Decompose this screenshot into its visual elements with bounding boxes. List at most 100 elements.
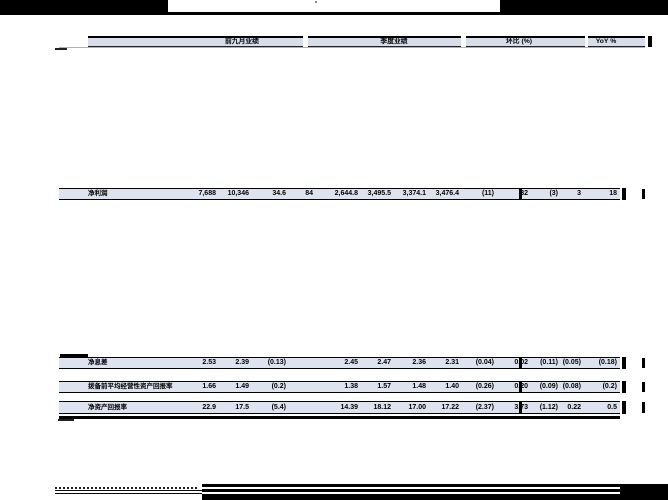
header-band-yoy bbox=[588, 36, 645, 47]
section-divider bbox=[642, 358, 645, 368]
row-band bbox=[59, 357, 645, 369]
table-cell bbox=[284, 381, 313, 393]
table-cell: (0.08) bbox=[562, 383, 581, 390]
table-cell: (0.18) bbox=[598, 359, 617, 366]
header-band-quarterly bbox=[308, 36, 461, 47]
artifact-dash bbox=[60, 354, 88, 357]
row-right-tick bbox=[622, 188, 626, 200]
table-cell: 7,688 bbox=[198, 190, 216, 197]
table-row-roe: 净资产回报率 22.9 17.5 (5.4) 14.39 18.12 17.00… bbox=[0, 401, 668, 414]
footer-corner-block bbox=[620, 484, 668, 500]
table-cell: (0.2) bbox=[602, 383, 617, 390]
section-divider bbox=[519, 402, 522, 413]
header-band-qoq bbox=[466, 36, 585, 47]
table-cell: 3,476.4 bbox=[435, 190, 459, 197]
table-row-net-profit: 净利润 7,688 10,346 34.6 84 2,644.8 3,495.5… bbox=[0, 188, 668, 200]
row-band bbox=[59, 401, 645, 414]
table-cell: 17.00 bbox=[408, 404, 426, 411]
tiny-dot-artifact bbox=[315, 1, 317, 3]
table-cell: 1.57 bbox=[377, 383, 391, 390]
table-cell: (2.37) bbox=[475, 404, 494, 411]
footnote-dotted-text bbox=[55, 487, 197, 489]
title-box bbox=[168, 0, 500, 12]
table-cell: 3,495.5 bbox=[367, 190, 391, 197]
table-cell: 0.22 bbox=[567, 404, 581, 411]
section-divider bbox=[642, 382, 645, 392]
table-cell: (11) bbox=[481, 190, 494, 197]
row-right-tick bbox=[622, 381, 626, 393]
table-cell: 1.48 bbox=[412, 383, 426, 390]
row-right-tick bbox=[622, 357, 626, 369]
row-label: 拨备前平均经营性资产回报率 bbox=[88, 383, 173, 390]
section-divider bbox=[642, 402, 645, 413]
table-cell: 2.36 bbox=[412, 359, 426, 366]
row-band bbox=[59, 188, 645, 200]
header-band-nine-month bbox=[88, 36, 303, 47]
table-cell: 3.73 bbox=[514, 404, 528, 411]
table-cell: 1.66 bbox=[202, 383, 216, 390]
table-cell: 1.40 bbox=[445, 383, 459, 390]
table-cell: (0.13) bbox=[267, 359, 286, 366]
table-cell: 17.22 bbox=[441, 404, 459, 411]
section-divider bbox=[519, 382, 522, 392]
table-cell: 14.39 bbox=[340, 404, 358, 411]
table-cell: 18.12 bbox=[373, 404, 391, 411]
row-right-tick bbox=[622, 401, 626, 414]
table-cell: 0.02 bbox=[514, 359, 528, 366]
table-cell: 2.47 bbox=[377, 359, 391, 366]
table-cell: 2.39 bbox=[235, 359, 249, 366]
header-label-nine-month: 前九月业绩 bbox=[225, 38, 259, 45]
table-cell: (0.26) bbox=[475, 383, 494, 390]
table-cell: 3 bbox=[577, 190, 581, 197]
table-cell: (1.12) bbox=[539, 404, 558, 411]
table-row-ppop-roa: 拨备前平均经营性资产回报率 1.66 1.49 (0.2) 1.38 1.57 … bbox=[0, 381, 668, 393]
table-cell: 0.5 bbox=[607, 404, 617, 411]
table-cell: 1.38 bbox=[344, 383, 358, 390]
header-label-qoq: 环比 (%) bbox=[505, 38, 533, 45]
row-label: 净利润 bbox=[88, 190, 108, 197]
table-cell: (0.04) bbox=[475, 359, 494, 366]
table-cell: 32 bbox=[520, 190, 528, 197]
table-cell bbox=[284, 401, 313, 414]
table-cell: (5.4) bbox=[271, 404, 286, 411]
table-cell: 3,374.1 bbox=[402, 190, 426, 197]
table-cell: 2.53 bbox=[202, 359, 216, 366]
table-cell: (3) bbox=[549, 190, 558, 197]
top-black-bar bbox=[0, 0, 668, 15]
table-cell: 10,346 bbox=[227, 190, 249, 197]
table-header-row: 前九月业绩 季度业绩 环比 (%) YoY % bbox=[0, 36, 668, 48]
table-cell: 17.5 bbox=[235, 404, 249, 411]
header-right-tick bbox=[648, 36, 652, 47]
footer-black-bar bbox=[202, 484, 620, 500]
table-cell: 1.49 bbox=[235, 383, 249, 390]
table-cell: 34.6 bbox=[272, 190, 286, 197]
table-cell: 2.31 bbox=[445, 359, 459, 366]
table-cell: 2,644.8 bbox=[334, 190, 358, 197]
section-divider bbox=[519, 189, 522, 199]
table-cell bbox=[284, 357, 313, 369]
table-cell: (0.2) bbox=[271, 383, 286, 390]
row-band bbox=[59, 381, 645, 393]
row-label: 净息差 bbox=[88, 359, 108, 366]
footer-stripe bbox=[202, 486, 620, 489]
table-cell: 2.45 bbox=[344, 359, 358, 366]
artifact-dash bbox=[58, 419, 74, 421]
header-label-quarterly: 季度业绩 bbox=[380, 38, 408, 45]
section-divider bbox=[519, 358, 522, 368]
footer-stripe bbox=[202, 491, 620, 494]
header-label-yoy: YoY % bbox=[595, 38, 617, 45]
table-bottom-rule bbox=[59, 416, 620, 419]
table-cell: (0.05) bbox=[562, 359, 581, 366]
header-underline bbox=[59, 47, 645, 48]
table-cell: 18 bbox=[609, 190, 617, 197]
table-cell: 22.9 bbox=[202, 404, 216, 411]
table-cell: (0.11) bbox=[540, 359, 558, 366]
table-cell: 84 bbox=[305, 190, 313, 197]
row-label: 净资产回报率 bbox=[88, 404, 127, 411]
table-cell: 0.20 bbox=[514, 383, 528, 390]
artifact-dash bbox=[55, 48, 67, 50]
section-divider bbox=[642, 189, 645, 199]
table-row-nim: 净息差 2.53 2.39 (0.13) 2.45 2.47 2.36 2.31… bbox=[0, 357, 668, 369]
table-cell: (0.09) bbox=[539, 383, 558, 390]
